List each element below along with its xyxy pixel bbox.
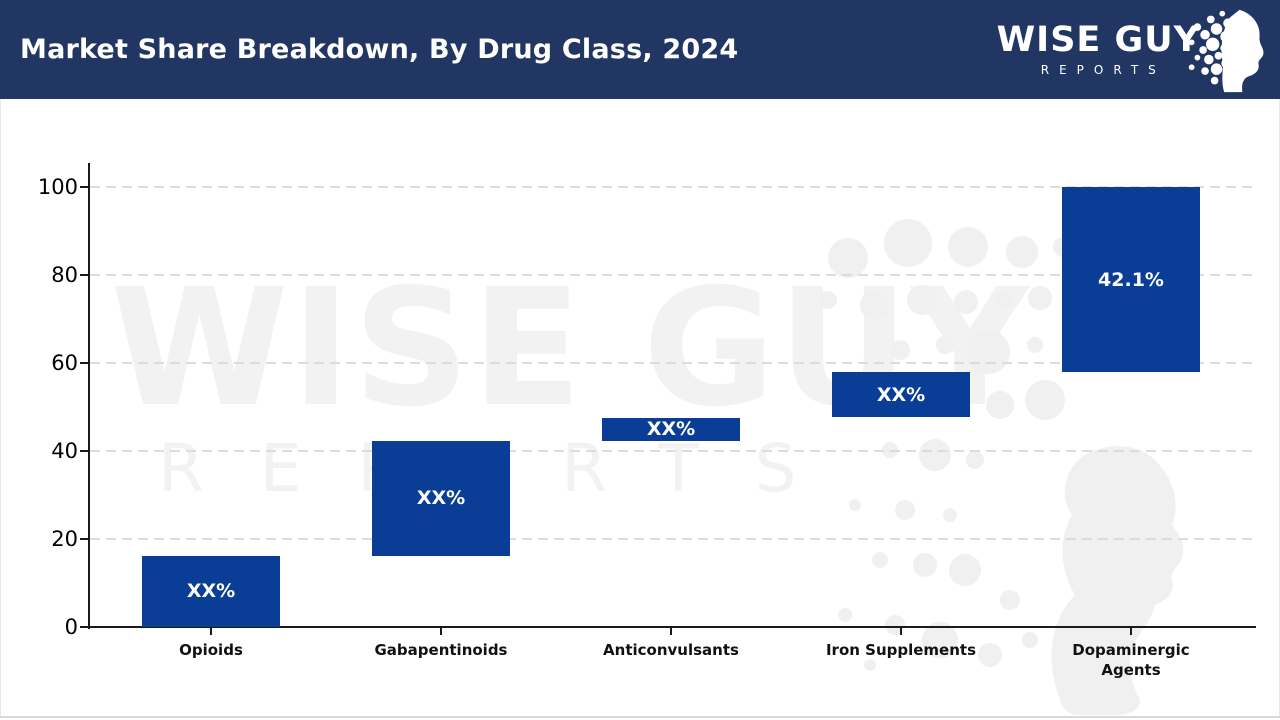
bar-opioids: XX%: [142, 555, 280, 627]
x-tick-mark: [1130, 628, 1132, 635]
wise-guy-reports-logo: WISE GUY REPORTS: [997, 0, 1272, 99]
y-tick-label: 0: [64, 615, 78, 639]
x-axis-line: [88, 626, 1256, 628]
y-tick-mark: [80, 186, 88, 188]
bar-gabapentinoids: XX%: [372, 440, 510, 556]
x-tick-mark: [900, 628, 902, 635]
bar-value-label: XX%: [876, 383, 926, 406]
bar-value-label: XX%: [646, 418, 696, 441]
gridline: [90, 538, 1256, 540]
y-tick-label: 40: [51, 439, 78, 463]
bar-dopaminergic-agents: 42.1%: [1062, 187, 1200, 373]
bar-anticonvulsants: XX%: [602, 418, 740, 441]
header-bar: Market Share Breakdown, By Drug Class, 2…: [0, 0, 1280, 99]
y-tick-label: 80: [51, 263, 78, 287]
y-tick-label: 20: [51, 527, 78, 551]
y-tick-mark: [80, 362, 88, 364]
y-tick-label: 100: [37, 175, 78, 199]
x-tick-mark: [210, 628, 212, 635]
x-tick-mark: [670, 628, 672, 635]
y-axis-line: [88, 163, 90, 629]
logo-text: WISE GUY REPORTS: [996, 19, 1200, 77]
y-tick-label: 60: [51, 351, 78, 375]
x-category-label: Gabapentinoids: [374, 641, 508, 659]
gridline: [90, 450, 1256, 452]
x-category-label: Opioids: [179, 641, 243, 659]
x-category-label: Anticonvulsants: [603, 641, 739, 659]
page-left-border: [0, 99, 1, 717]
page-title: Market Share Breakdown, By Drug Class, 2…: [20, 34, 739, 65]
x-category-label: Dopaminergic Agents: [1072, 641, 1190, 679]
logo-head-dots-icon: [1188, 9, 1264, 92]
bar-value-label: 42.1%: [1098, 268, 1164, 291]
logo-reports-label: REPORTS: [1040, 62, 1166, 77]
gridline: [90, 274, 1256, 276]
bar-value-label: XX%: [186, 580, 236, 603]
x-tick-mark: [440, 628, 442, 635]
bar-value-label: XX%: [416, 487, 466, 510]
y-tick-mark: [80, 450, 88, 452]
y-tick-mark: [80, 538, 88, 540]
gridline: [90, 362, 1256, 364]
logo-wiseguy-label: WISE GUY: [996, 19, 1200, 60]
page-bottom-border: [0, 716, 1280, 718]
x-category-label: Iron Supplements: [825, 641, 977, 659]
gridline: [90, 186, 1256, 188]
y-tick-mark: [80, 274, 88, 276]
y-tick-mark: [80, 626, 88, 628]
bar-iron-supplements: XX%: [832, 372, 970, 418]
